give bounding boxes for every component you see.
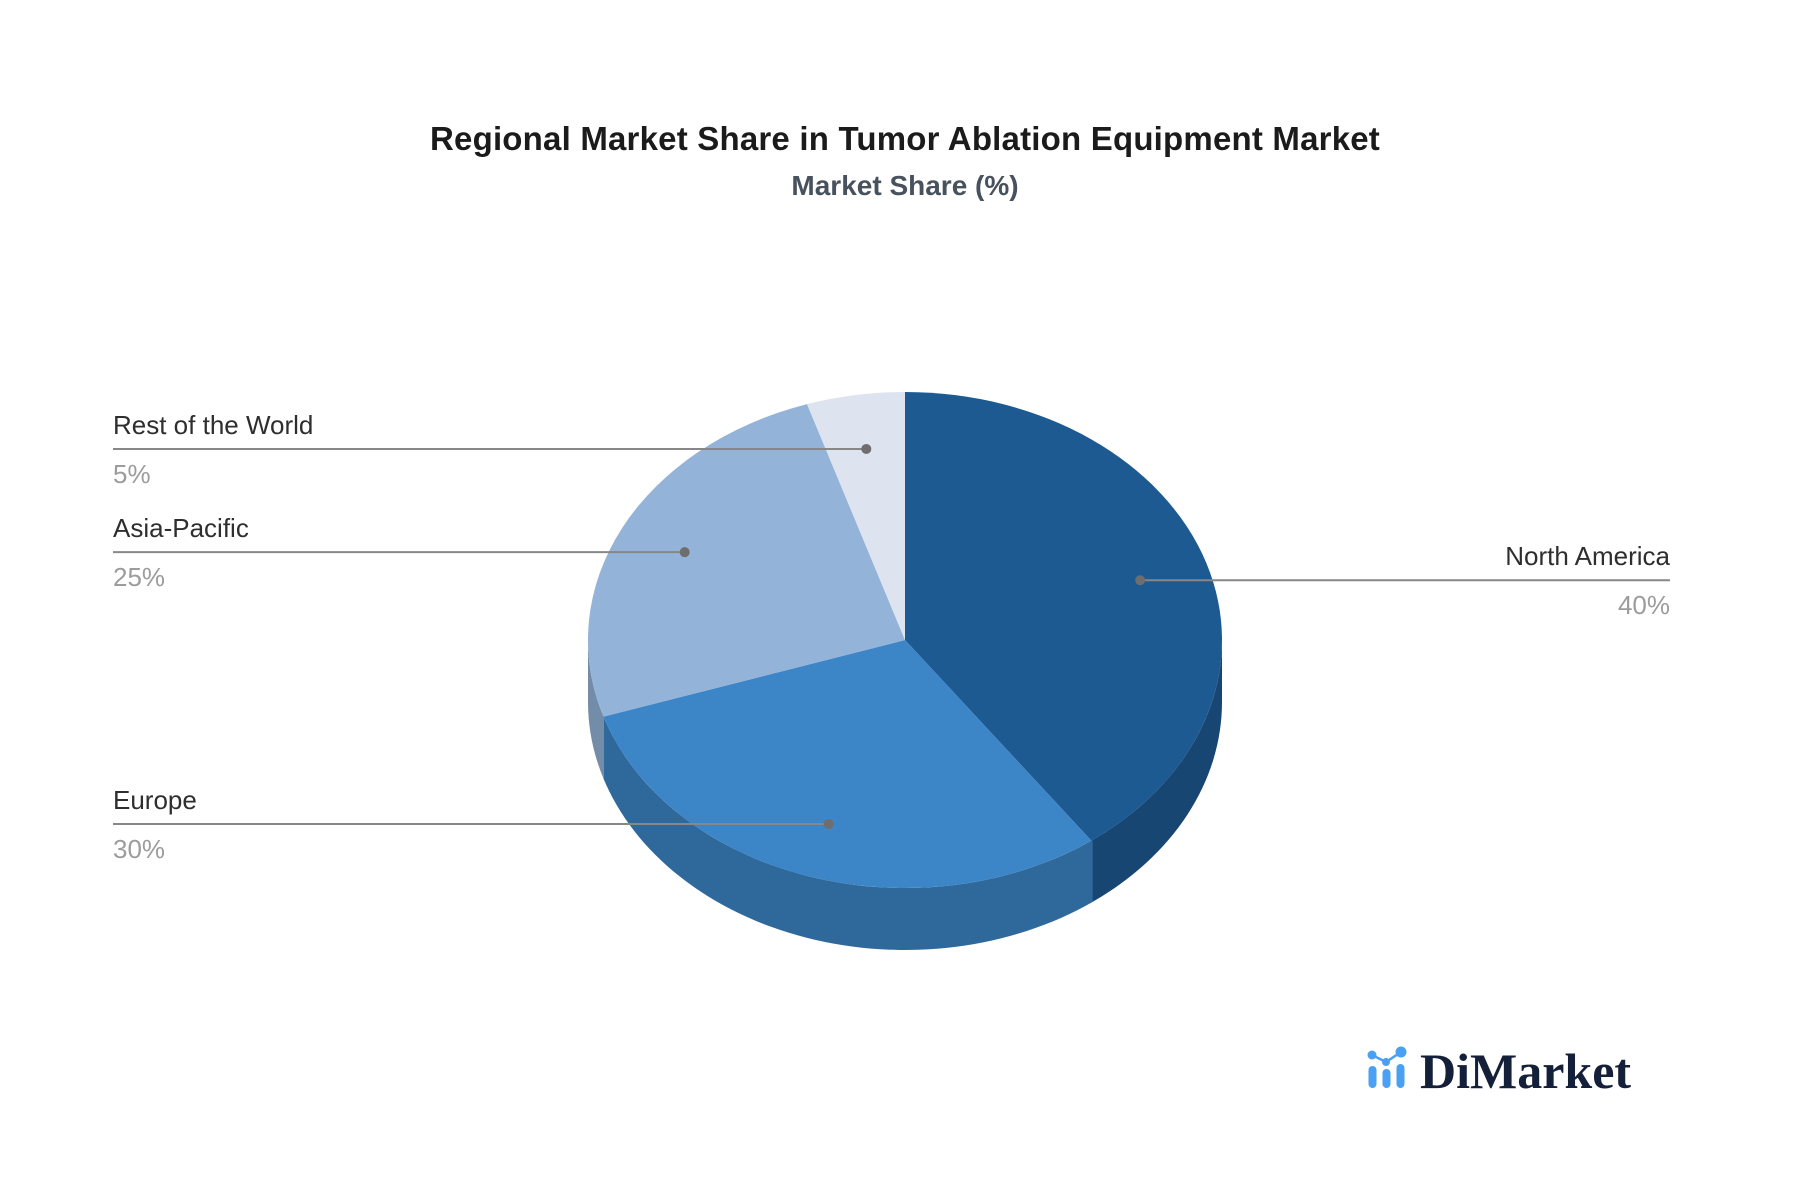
pie-slice-rim-1 bbox=[603, 715, 1093, 951]
pie-slice-0[interactable] bbox=[905, 392, 1222, 841]
slice-value: 30% bbox=[113, 833, 166, 864]
leader-dot bbox=[823, 818, 834, 829]
logo-text: DiMarket bbox=[1420, 1043, 1632, 1099]
slice-value: 25% bbox=[113, 562, 166, 593]
leader-dot bbox=[1135, 575, 1146, 586]
pie-slice-rim-0 bbox=[1089, 638, 1222, 904]
slice-label: Rest of the World bbox=[113, 409, 314, 440]
slice-label: Europe bbox=[113, 784, 197, 815]
bar-line-chart-icon bbox=[1367, 1046, 1407, 1088]
leader-dot bbox=[679, 547, 690, 558]
slice-value: 40% bbox=[1617, 590, 1670, 621]
slice-label-block: North America 40% bbox=[1505, 541, 1670, 620]
pie-slice-1[interactable] bbox=[603, 640, 1092, 888]
slice-label-block: Asia-Pacific 25% bbox=[113, 513, 249, 592]
slice-label: Asia-Pacific bbox=[113, 513, 249, 544]
chart-subtitle: Market Share (%) bbox=[791, 170, 1019, 201]
leader-dot bbox=[861, 443, 872, 454]
pie-slice-2[interactable] bbox=[588, 404, 905, 717]
slice-value: 5% bbox=[113, 458, 151, 489]
slice-label-block: Europe 30% bbox=[113, 785, 197, 864]
pie-slice-3[interactable] bbox=[807, 392, 905, 640]
pie-slice-rim-2 bbox=[588, 638, 605, 780]
slice-label: North America bbox=[1505, 541, 1670, 572]
slice-label-block: Rest of the World 5% bbox=[113, 410, 313, 489]
chart-title: Regional Market Share in Tumor Ablation … bbox=[430, 120, 1380, 157]
